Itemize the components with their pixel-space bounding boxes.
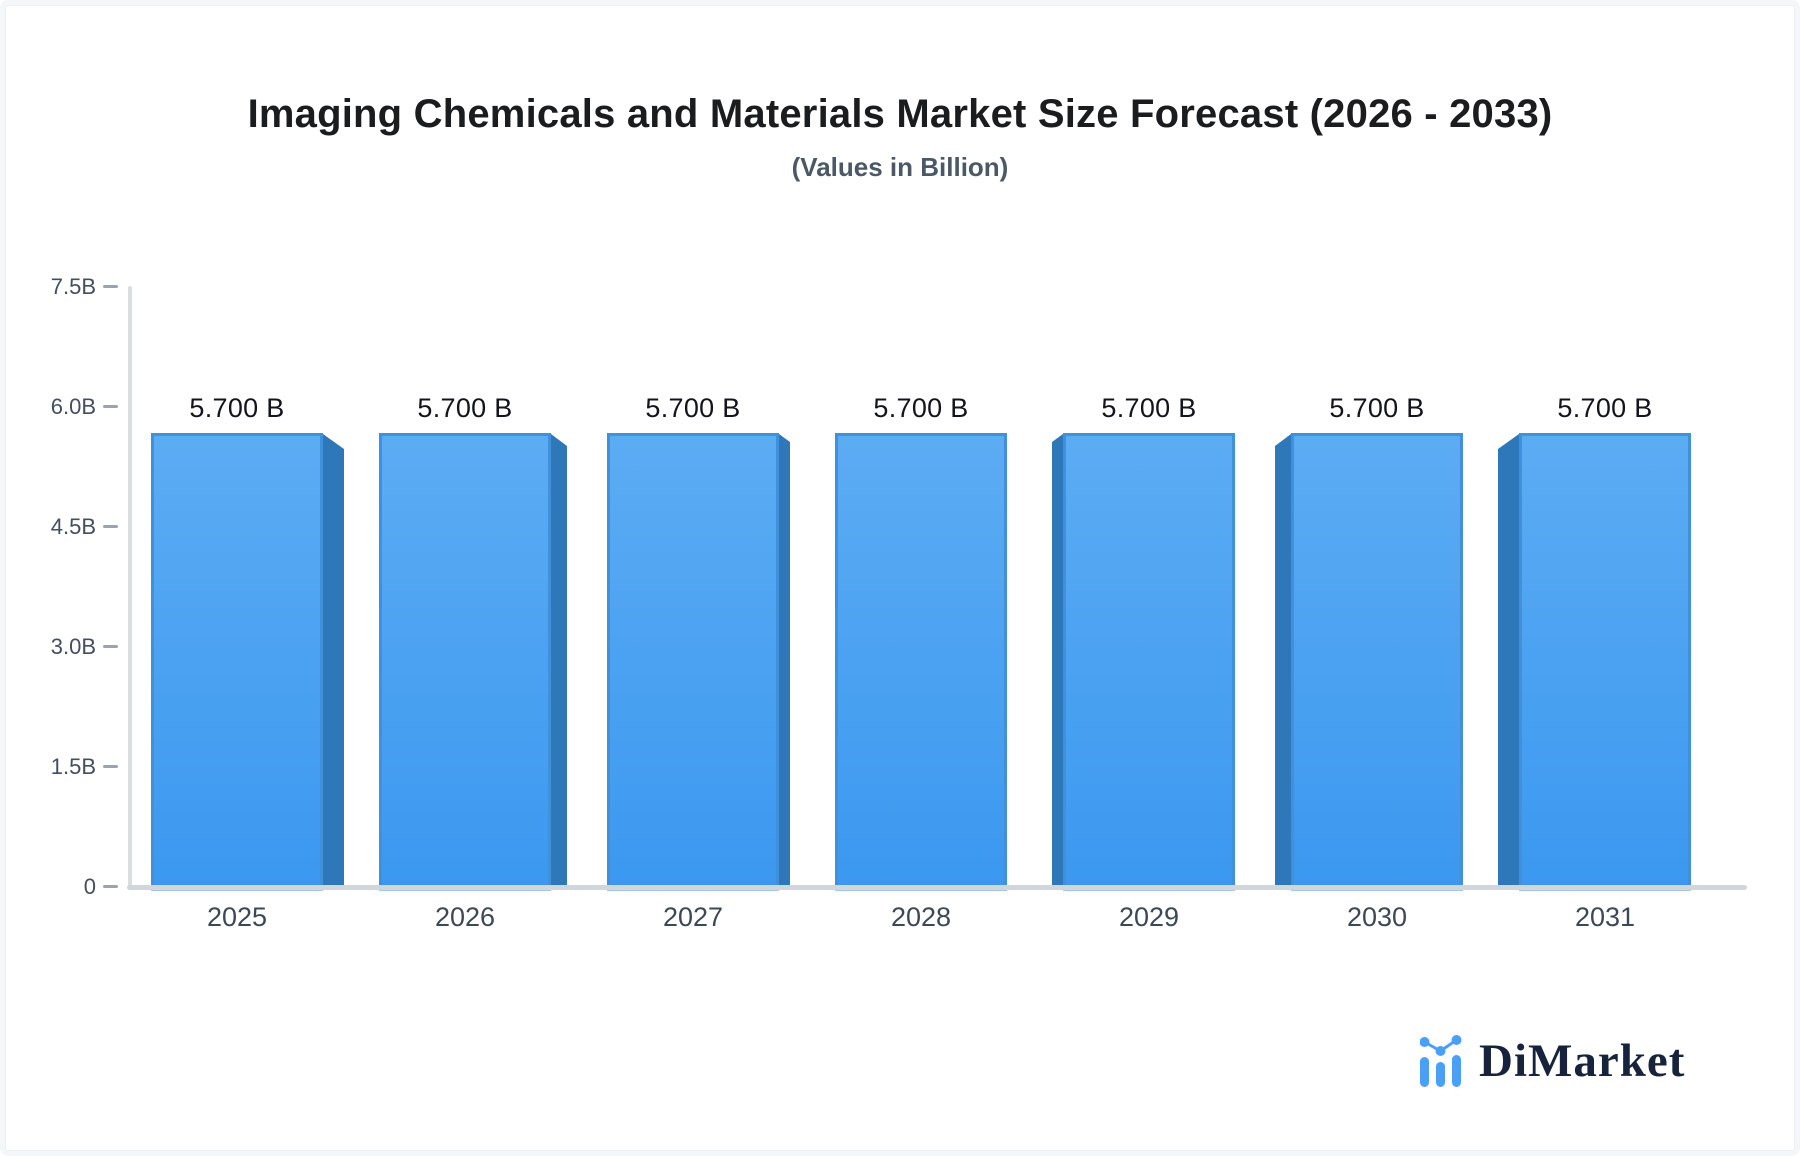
bar-front-face [379,433,551,891]
y-tick-label: 4.5B [50,514,96,539]
y-tick-label: 6.0B [50,394,96,419]
bar-side-face [1275,434,1291,889]
y-tick-label: 7.5B [50,274,96,299]
x-tick-label: 2030 [1346,902,1408,932]
y-tick-mark [103,645,118,648]
x-tick-label: 2027 [662,902,724,932]
x-axis-line [127,885,1747,890]
bar-side-face [551,434,567,889]
y-tick-label: 1.5B [50,754,96,779]
bar-front-face [835,433,1007,891]
value-label: 5.700 B [1101,393,1197,423]
bar-side-face [323,434,344,889]
value-label: 5.700 B [189,393,285,423]
y-tick-label: 0 [83,874,96,899]
bar-2025 [151,433,344,891]
y-tick-mark [103,285,118,288]
y-axis-line [128,286,132,890]
dimarket-logo[interactable]: DiMarket [1420,1034,1685,1088]
y-tick-mark [103,405,118,408]
bar-2029 [1052,433,1235,891]
bar-2031 [1498,433,1691,891]
bar-2028 [835,433,1007,891]
bar-front-face [1291,433,1463,891]
x-tick-label: 2028 [890,902,952,932]
value-label: 5.700 B [645,393,741,423]
bar-side-face [1052,434,1063,889]
value-label: 5.700 B [1557,393,1653,423]
bar-front-face [607,433,779,891]
x-tick-label: 2026 [434,902,496,932]
bar-front-face [1519,433,1691,891]
bar-2030 [1275,433,1463,891]
value-label: 5.700 B [417,393,513,423]
bar-front-face [151,433,323,891]
y-tick-mark [103,885,118,888]
chart-header: Imaging Chemicals and Materials Market S… [0,92,1800,183]
chart-title: Imaging Chemicals and Materials Market S… [247,92,1553,136]
value-label: 5.700 B [873,393,969,423]
bar-side-face [1498,434,1519,889]
chart-subtitle: (Values in Billion) [791,152,1009,182]
bar-front-face [1063,433,1235,891]
x-tick-label: 2029 [1118,902,1180,932]
x-tick-label: 2031 [1574,902,1636,932]
value-label: 5.700 B [1329,393,1425,423]
y-tick-mark [103,765,118,768]
y-tick-mark [103,525,118,528]
x-tick-label: 2025 [206,902,268,932]
bar-2027 [607,433,790,891]
bar-2026 [379,433,567,891]
bar-chart-with-dots-icon [1420,1035,1462,1087]
brand-name: DiMarket [1479,1035,1686,1087]
y-tick-label: 3.0B [50,634,96,659]
bar-side-face [779,434,790,889]
